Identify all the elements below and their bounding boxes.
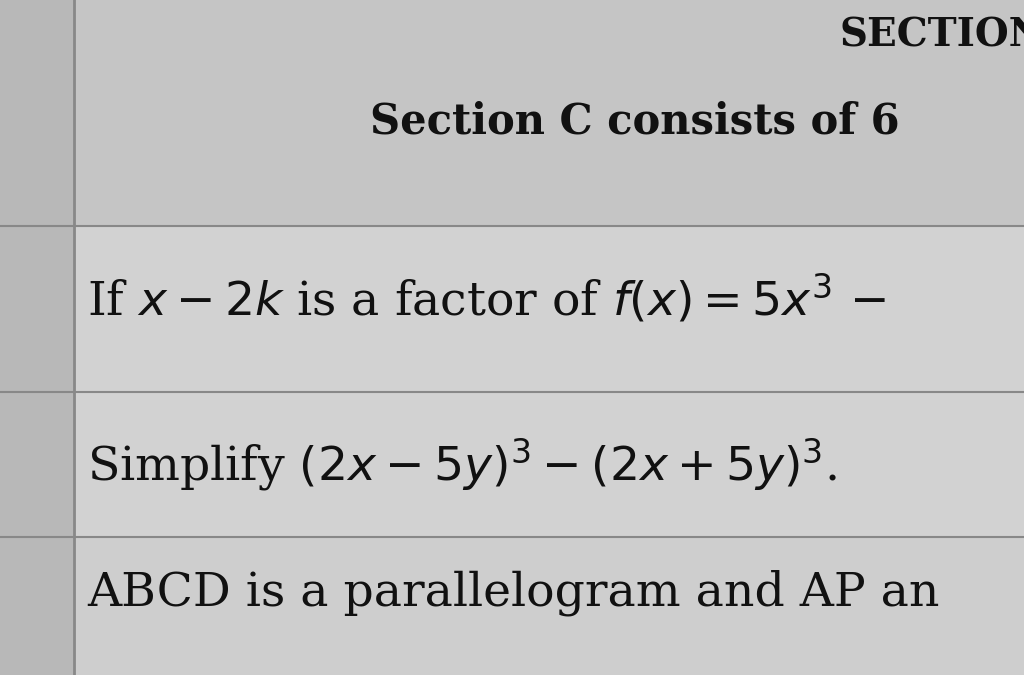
Bar	[74, 226, 1024, 392]
Bar	[0, 537, 74, 675]
Bar	[0, 0, 74, 226]
Bar	[0, 392, 74, 537]
Bar	[74, 537, 1024, 675]
Text: If $x-2k$ is a factor of $f(x)=5x^3$ $-$: If $x-2k$ is a factor of $f(x)=5x^3$ $-$	[87, 272, 886, 325]
Text: SECTION: SECTION	[840, 17, 1024, 55]
Bar	[74, 0, 1024, 226]
Bar	[0, 226, 74, 392]
Text: Simplify $(2x-5y)^3-(2x+5y)^3$.: Simplify $(2x-5y)^3-(2x+5y)^3$.	[87, 435, 837, 493]
Text: ABCD is a parallelogram and AP an: ABCD is a parallelogram and AP an	[87, 569, 940, 616]
Text: Section C consists of 6: Section C consists of 6	[370, 101, 900, 142]
Bar	[74, 392, 1024, 537]
